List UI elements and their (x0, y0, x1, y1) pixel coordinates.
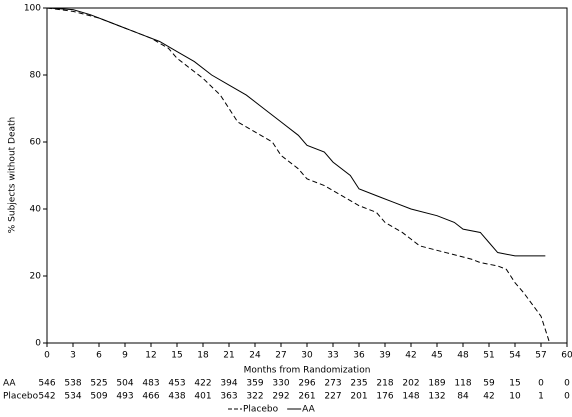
risk-count: 330 (272, 379, 289, 389)
x-axis-label: Months from Randomization (244, 366, 371, 376)
risk-count: 0 (564, 379, 570, 389)
y-tick-label: 0 (35, 339, 41, 349)
risk-count: 189 (428, 379, 445, 389)
survival-curve (46, 7, 551, 344)
risk-count: 394 (220, 379, 237, 389)
x-tick-label: 18 (197, 351, 209, 361)
x-tick-label: 39 (379, 351, 391, 361)
risk-count: 525 (90, 379, 107, 389)
x-tick-label: 9 (122, 351, 128, 361)
x-tick-label: 54 (509, 351, 521, 361)
x-tick-label: 6 (96, 351, 102, 361)
y-tick-label: 20 (30, 272, 42, 282)
risk-count: 42 (483, 392, 494, 402)
y-axis-label: % Subjects without Death (8, 117, 18, 234)
x-tick-label: 36 (353, 351, 365, 361)
x-tick-label: 3 (70, 351, 76, 361)
x-tick-label: 51 (483, 351, 494, 361)
risk-count: 227 (324, 392, 341, 402)
risk-count: 0 (564, 392, 570, 402)
risk-count: 534 (64, 392, 81, 402)
risk-count: 218 (376, 379, 393, 389)
x-tick-label: 42 (405, 351, 416, 361)
risk-count: 401 (194, 392, 211, 402)
x-tick-label: 57 (535, 351, 546, 361)
risk-count: 493 (116, 392, 133, 402)
risk-count: 235 (350, 379, 367, 389)
x-tick-label: 33 (327, 351, 338, 361)
x-tick-label: 48 (457, 351, 469, 361)
risk-count: 546 (38, 379, 55, 389)
x-tick-label: 30 (301, 351, 313, 361)
survival-curve (46, 7, 546, 257)
risk-count: 538 (64, 379, 81, 389)
legend-label: Placebo (243, 405, 279, 415)
risk-count: 509 (90, 392, 107, 402)
risk-count: 118 (454, 379, 471, 389)
risk-count: 438 (168, 392, 185, 402)
risk-count: 422 (194, 379, 211, 389)
x-tick-label: 45 (431, 351, 442, 361)
risk-count: 201 (350, 392, 367, 402)
risk-count: 453 (168, 379, 185, 389)
risk-count: 466 (142, 392, 159, 402)
legend-label: AA (302, 405, 315, 415)
risk-count: 148 (402, 392, 419, 402)
risk-count: 202 (402, 379, 419, 389)
risk-count: 292 (272, 392, 289, 402)
risk-count: 1 (538, 392, 544, 402)
risk-count: 59 (483, 379, 495, 389)
risk-count: 10 (509, 392, 521, 402)
risk-count: 542 (38, 392, 55, 402)
risk-count: 273 (324, 379, 341, 389)
x-tick-label: 27 (275, 351, 286, 361)
risk-count: 483 (142, 379, 159, 389)
x-tick-label: 12 (145, 351, 156, 361)
plot-frame (46, 7, 568, 344)
x-tick-label: 0 (44, 351, 50, 361)
y-tick-label: 100 (24, 4, 41, 14)
x-tick-label: 24 (249, 351, 261, 361)
risk-count: 0 (538, 379, 544, 389)
x-tick-label: 60 (561, 351, 572, 361)
y-tick-label: 60 (30, 138, 42, 148)
x-tick-label: 15 (171, 351, 182, 361)
risk-count: 261 (298, 392, 315, 402)
x-tick-label: 21 (223, 351, 234, 361)
risk-count: 322 (246, 392, 263, 402)
risk-count: 15 (509, 379, 520, 389)
y-tick-label: 40 (30, 205, 42, 215)
risk-count: 176 (376, 392, 393, 402)
risk-count: 504 (116, 379, 133, 389)
risk-count: 132 (428, 392, 445, 402)
risk-row-label: AA (3, 379, 16, 389)
risk-count: 296 (298, 379, 315, 389)
y-tick-label: 80 (30, 71, 42, 81)
risk-row-label: Placebo (3, 392, 39, 402)
risk-count: 84 (457, 392, 469, 402)
risk-count: 359 (246, 379, 263, 389)
risk-count: 363 (220, 392, 237, 402)
